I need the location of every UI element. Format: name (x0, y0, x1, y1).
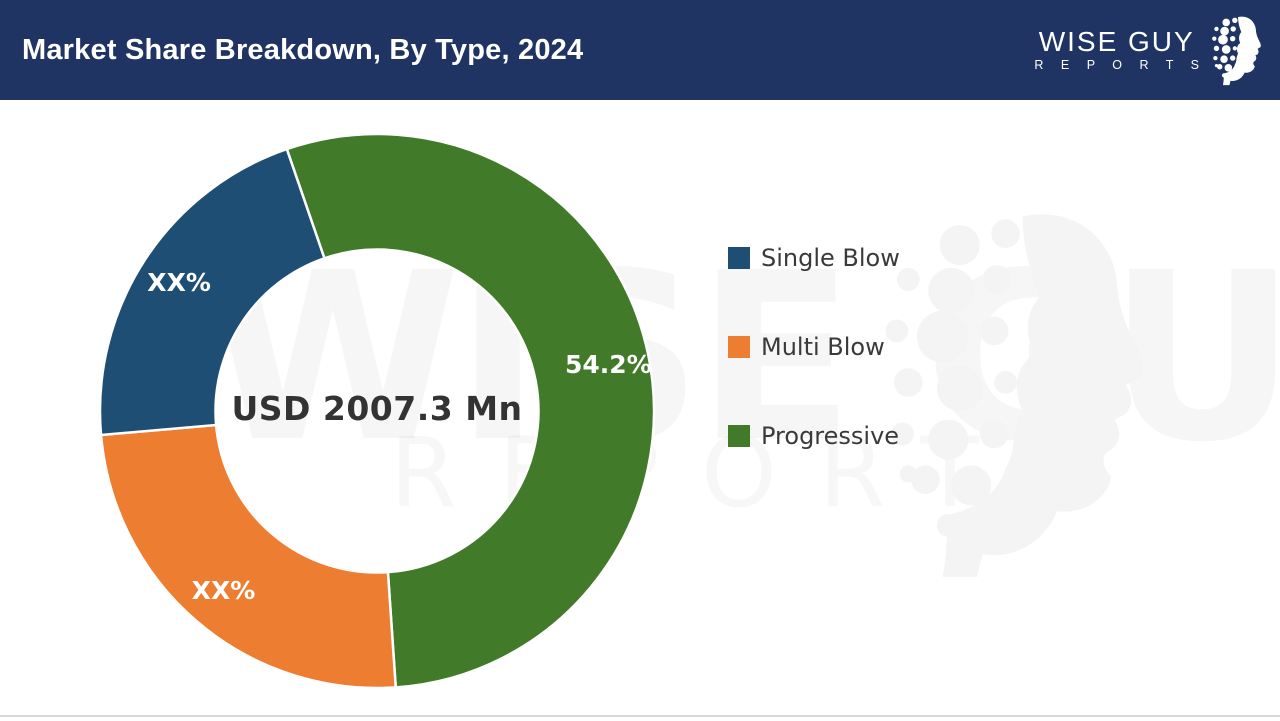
brain-face-icon (1212, 16, 1261, 86)
donut-segment-single-blow (98, 147, 326, 437)
chart-legend: Single Blow Multi Blow Progressive (728, 244, 900, 514)
bottom-divider (0, 715, 1280, 717)
header-bar: Market Share Breakdown, By Type, 2024 WI… (0, 0, 1280, 100)
logo-text: WISE GUY R E P O R T S (1027, 27, 1206, 73)
legend-swatch (728, 425, 750, 447)
logo-subtitle: R E P O R T S (1034, 58, 1206, 72)
wise-guy-logo: WISE GUY R E P O R T S (1027, 14, 1264, 86)
donut-segment-progressive (285, 132, 656, 689)
donut-chart: 54.2% XX% XX% (98, 132, 656, 690)
legend-swatch (728, 247, 750, 269)
legend-item-single-blow: Single Blow (728, 244, 900, 272)
page-title: Market Share Breakdown, By Type, 2024 (22, 33, 584, 66)
legend-item-label: Progressive (761, 422, 900, 450)
segment-label-progressive: 54.2% (565, 350, 652, 379)
segment-label-single-blow: XX% (147, 268, 211, 297)
legend-item-progressive: Progressive (728, 422, 900, 450)
legend-item-multi-blow: Multi Blow (728, 333, 900, 361)
legend-item-label: Single Blow (761, 244, 900, 272)
legend-item-label: Multi Blow (761, 333, 885, 361)
watermark-brain-face (885, 214, 1144, 577)
donut-segment-multi-blow (99, 423, 397, 690)
segment-label-multi-blow: XX% (192, 576, 256, 605)
logo-wordmark: WISE GUY (1038, 26, 1195, 57)
legend-swatch (728, 336, 750, 358)
chart-center-value: USD 2007.3 Mn (231, 389, 523, 428)
